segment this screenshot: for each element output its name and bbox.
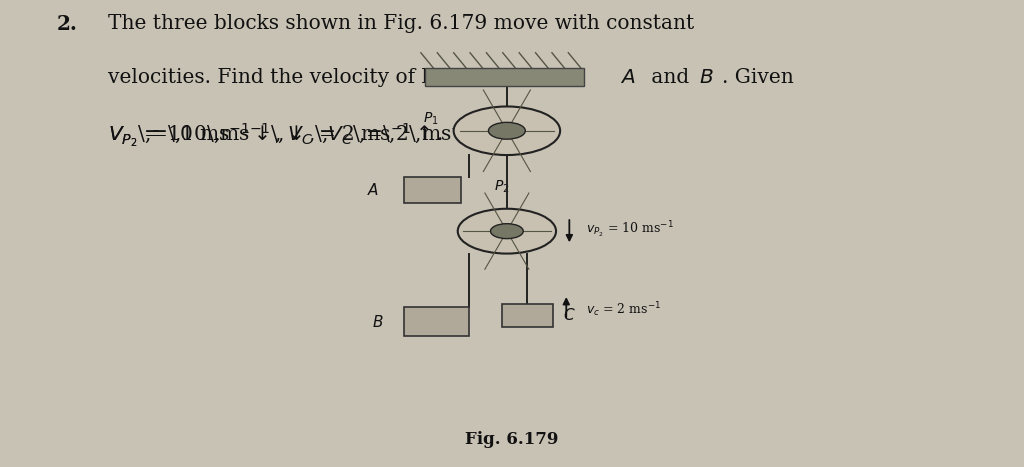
Text: $v_c$ = 2 ms$^{-1}$: $v_c$ = 2 ms$^{-1}$	[586, 300, 662, 318]
Text: $A$: $A$	[367, 182, 379, 198]
Text: $B$: $B$	[699, 68, 714, 87]
Bar	[404, 177, 461, 203]
Text: $V_{P_2}$\,=\,10\,ms$^{-1}$\,$\downarrow$,\,$V_C$\,=\,2\,ms$^{-1}$\,$\uparrow$.: $V_{P_2}$\,=\,10\,ms$^{-1}$\,$\downarrow…	[108, 121, 516, 149]
Bar	[502, 304, 553, 327]
Bar	[425, 68, 584, 86]
Circle shape	[458, 209, 556, 254]
Text: $C$: $C$	[563, 307, 575, 323]
Text: $v_{P_2}$ = 10 ms$^{-1}$: $v_{P_2}$ = 10 ms$^{-1}$	[586, 219, 674, 240]
Text: velocities. Find the velocity of blocks: velocities. Find the velocity of blocks	[108, 68, 493, 87]
Text: $P_2$: $P_2$	[494, 178, 510, 195]
Text: . Given: . Given	[722, 68, 794, 87]
Circle shape	[488, 122, 525, 139]
Text: $V_{P_2}$ = 10 ms$^{-1}$$\downarrow$, $V_C$ = 2 ms$^{-1}$$\uparrow$.: $V_{P_2}$ = 10 ms$^{-1}$$\downarrow$, $V…	[108, 121, 442, 149]
Text: 2.: 2.	[56, 14, 77, 34]
Text: Fig. 6.179: Fig. 6.179	[465, 432, 559, 448]
Text: and: and	[645, 68, 695, 87]
Text: $B$: $B$	[373, 313, 384, 330]
Circle shape	[490, 224, 523, 239]
Circle shape	[454, 106, 560, 155]
Text: $P_1$: $P_1$	[423, 111, 438, 127]
Text: The three blocks shown in Fig. 6.179 move with constant: The three blocks shown in Fig. 6.179 mov…	[108, 14, 694, 33]
Text: $A$: $A$	[620, 68, 635, 87]
Bar	[404, 307, 469, 336]
